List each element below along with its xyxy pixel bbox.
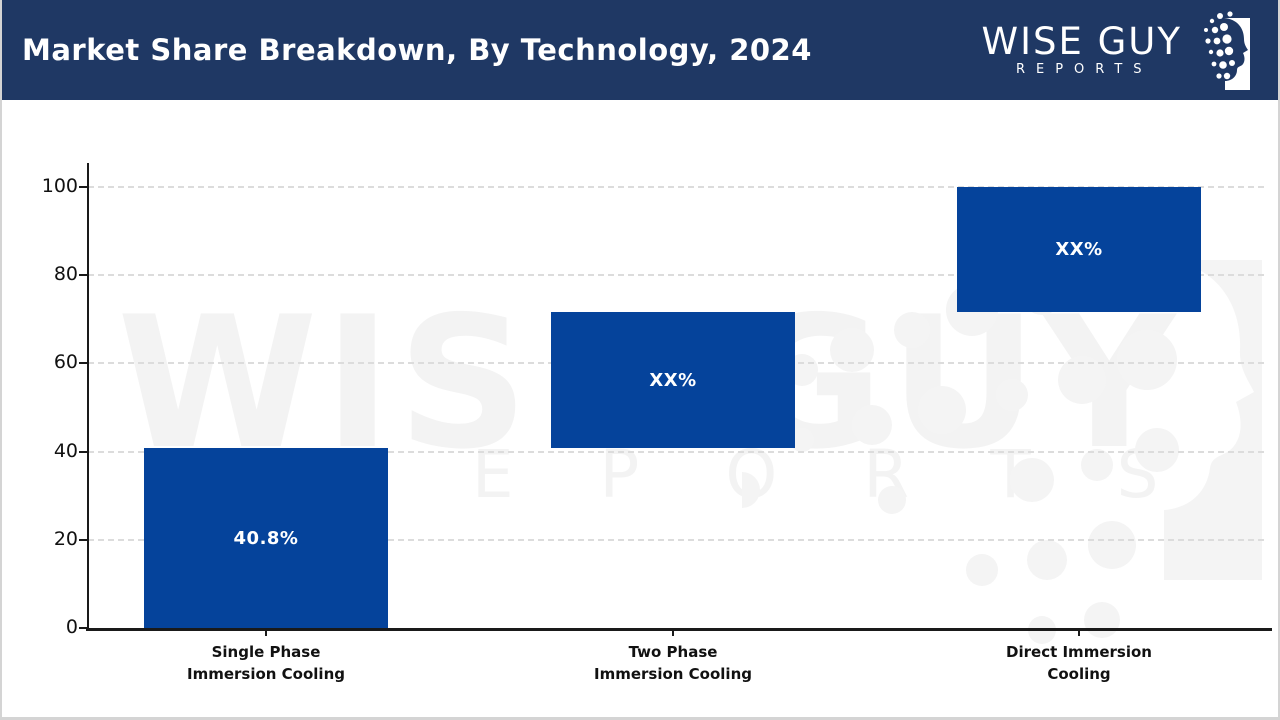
y-axis-tick (79, 538, 87, 541)
bar-value-label: 40.8% (233, 527, 299, 549)
logo-wordmark: WISE GUY (981, 20, 1182, 64)
y-axis-tick-label: 60 (53, 351, 78, 374)
chart-area: WISE GUY REPORTS 0 20 40 60 80 100 40.8% XX% XX%… (2, 100, 1278, 717)
logo-face-icon (1204, 11, 1250, 90)
bar-value-label: XX% (1055, 239, 1103, 261)
x-axis-tick (1078, 628, 1080, 636)
wise-guy-logo: WISE GUY REPORTS (982, 10, 1250, 90)
y-axis-tick (79, 362, 87, 365)
gridline (88, 450, 1264, 453)
x-axis-category-label: Two Phase Immersion Cooling (593, 643, 752, 683)
bar-segment: XX% (551, 312, 795, 449)
bar-value-label: XX% (649, 369, 697, 391)
x-axis-line (86, 628, 1272, 631)
x-axis-tick (265, 628, 267, 636)
y-axis-tick-label: 0 (65, 616, 78, 638)
y-axis-tick (79, 274, 87, 277)
y-axis-tick-label: 40 (53, 439, 78, 462)
x-axis-category-label: Direct Immersion Cooling (1006, 643, 1152, 683)
y-axis-tick (79, 450, 87, 453)
y-axis-tick-label: 20 (53, 527, 78, 550)
gridline (88, 538, 1264, 541)
y-axis-tick-label: 80 (53, 263, 78, 286)
bar-segment: XX% (957, 187, 1201, 313)
y-axis-tick-label: 100 (41, 175, 78, 197)
header-banner: Market Share Breakdown, By Technology, 2… (2, 0, 1278, 100)
bar-segment: 40.8% (144, 448, 388, 628)
logo-subtitle: REPORTS (1015, 61, 1153, 77)
x-axis-tick (672, 628, 674, 636)
gridline (88, 274, 1264, 277)
y-axis-line (87, 163, 89, 631)
gridline (88, 186, 1264, 188)
logo-wordmark-block: WISE GUY REPORTS (981, 20, 1182, 77)
y-axis-tick (79, 627, 87, 629)
x-axis-category-label: Single Phase Immersion Cooling (186, 643, 345, 683)
page-title: Market Share Breakdown, By Technology, 2… (22, 33, 812, 67)
y-axis-tick (79, 186, 87, 188)
